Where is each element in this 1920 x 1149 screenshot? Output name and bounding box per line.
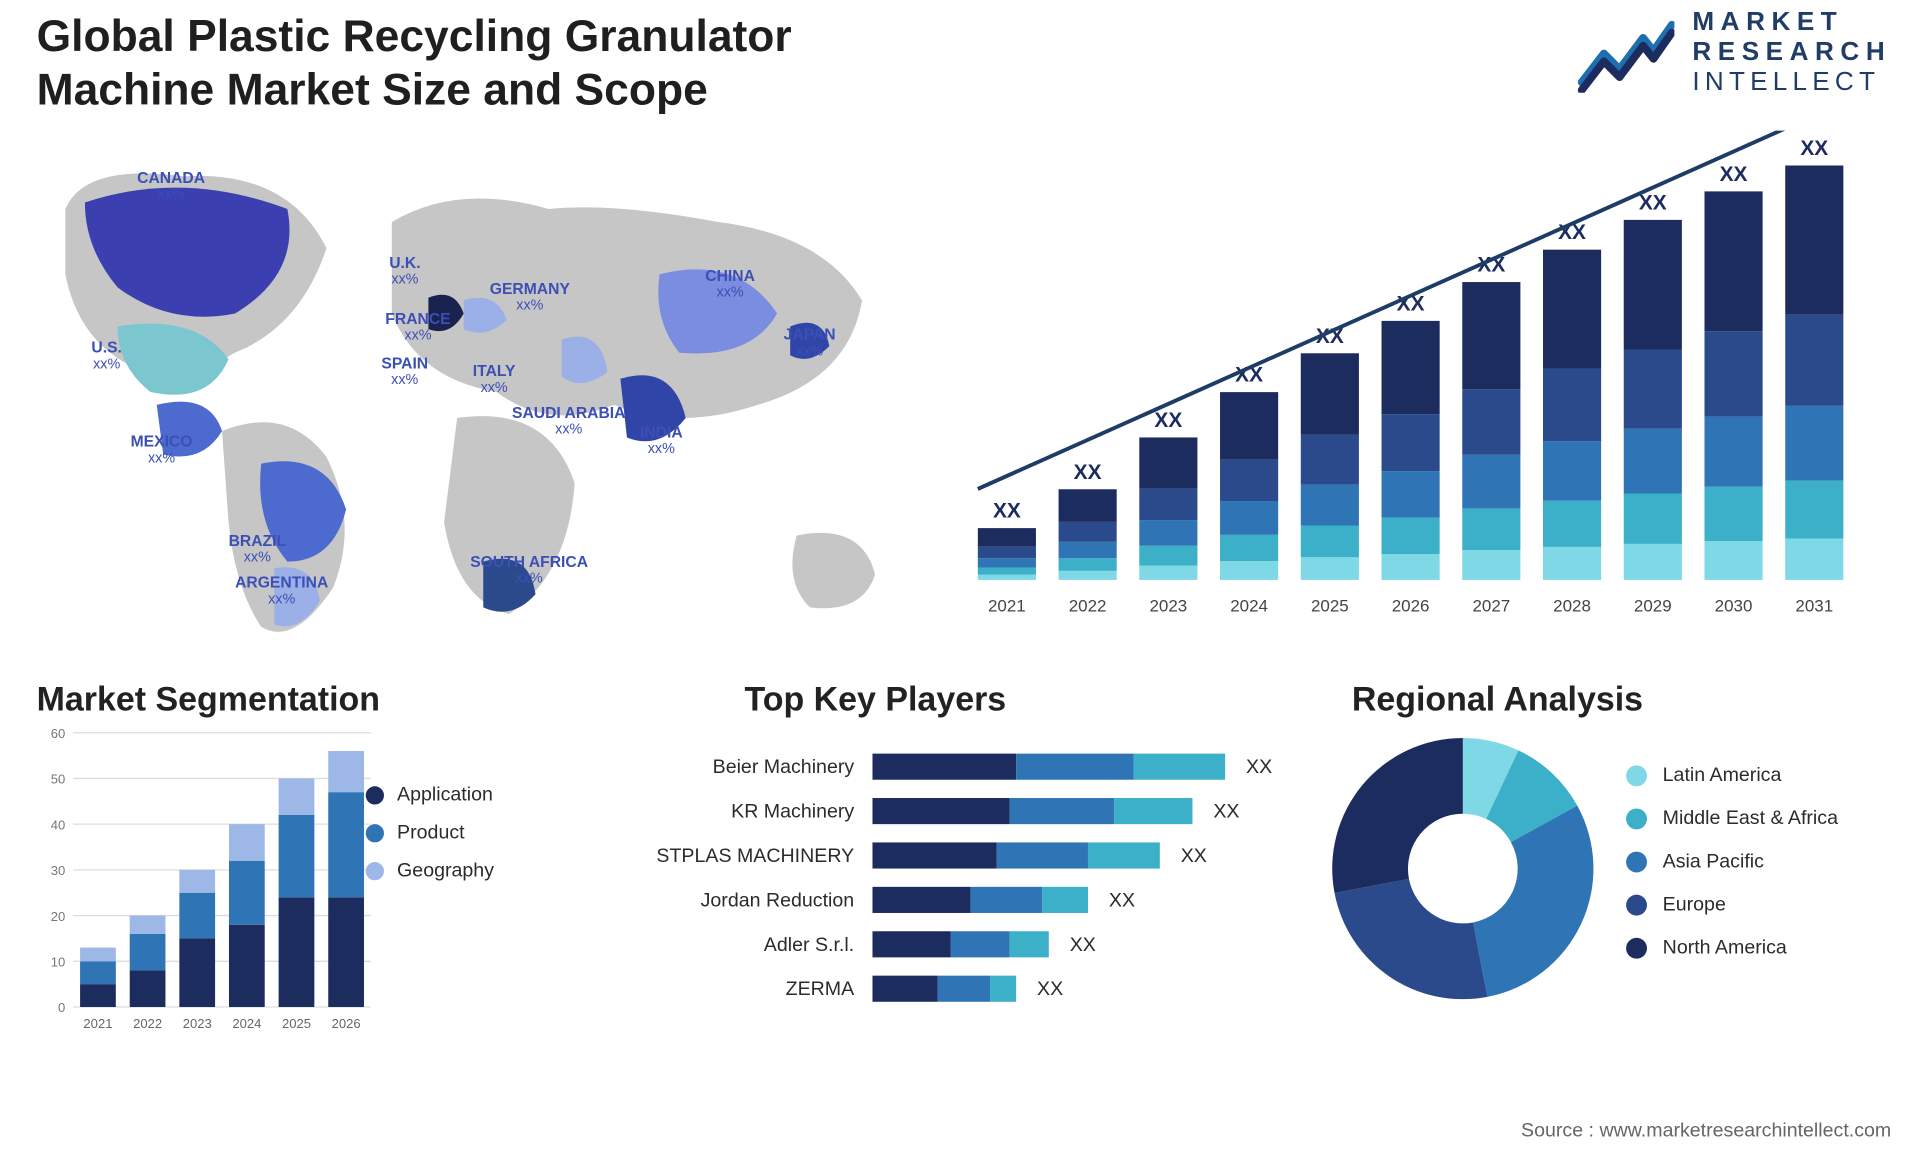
svg-text:0: 0 bbox=[58, 1000, 65, 1015]
svg-text:2024: 2024 bbox=[1230, 596, 1268, 615]
svg-text:30: 30 bbox=[51, 863, 66, 878]
svg-text:20: 20 bbox=[51, 909, 66, 924]
svg-text:50: 50 bbox=[51, 772, 66, 787]
segmentation-legend-item: Application bbox=[366, 784, 494, 806]
keyplayer-name: Beier Machinery bbox=[653, 756, 862, 778]
keyplayer-row: KR Machinery XX bbox=[653, 789, 1280, 833]
segmentation-legend-item: Geography bbox=[366, 859, 494, 881]
keyplayers-chart: Beier MachineryXXKR MachineryXXSTPLAS MA… bbox=[653, 744, 1280, 1010]
regional-legend-item: Middle East & Africa bbox=[1626, 807, 1838, 829]
regional-legend-item: Latin America bbox=[1626, 764, 1838, 786]
svg-text:2027: 2027 bbox=[1472, 596, 1510, 615]
map-label: ITALYxx% bbox=[473, 363, 516, 396]
svg-text:2023: 2023 bbox=[1149, 596, 1187, 615]
logo-mark-icon bbox=[1577, 14, 1674, 92]
svg-text:XX: XX bbox=[1074, 461, 1102, 484]
svg-text:2022: 2022 bbox=[1069, 596, 1107, 615]
map-label: ARGENTINAxx% bbox=[235, 575, 328, 608]
keyplayer-row: Adler S.r.l. XX bbox=[653, 922, 1280, 966]
svg-text:2025: 2025 bbox=[282, 1016, 311, 1031]
growth-chart: XX2021XX2022XX2023XX2024XX2025XX2026XX20… bbox=[953, 131, 1867, 627]
svg-text:XX: XX bbox=[1720, 163, 1748, 186]
svg-text:40: 40 bbox=[51, 817, 66, 832]
keyplayers-title: Top Key Players bbox=[744, 679, 1006, 719]
map-label: MEXICOxx% bbox=[131, 434, 193, 467]
logo-line1: MARKET bbox=[1692, 8, 1891, 38]
svg-text:XX: XX bbox=[1639, 191, 1667, 214]
map-label: BRAZILxx% bbox=[229, 533, 286, 566]
keyplayer-name: Adler S.r.l. bbox=[653, 933, 862, 955]
svg-text:XX: XX bbox=[1154, 409, 1182, 432]
keyplayer-name: STPLAS MACHINERY bbox=[653, 844, 862, 866]
keyplayer-value: XX bbox=[1070, 933, 1096, 955]
map-label: GERMANYxx% bbox=[490, 281, 570, 314]
map-label: CHINAxx% bbox=[705, 268, 755, 301]
keyplayer-value: XX bbox=[1037, 978, 1063, 1000]
svg-text:2024: 2024 bbox=[232, 1016, 261, 1031]
world-map: CANADAxx% U.S.xx% MEXICOxx% BRAZILxx% ARGENT… bbox=[26, 131, 901, 653]
keyplayer-value: XX bbox=[1181, 844, 1207, 866]
segmentation-legend: Application Product Geography bbox=[366, 784, 494, 898]
svg-text:XX: XX bbox=[993, 500, 1021, 523]
keyplayer-row: ZERMA XX bbox=[653, 967, 1280, 1011]
regional-legend-item: North America bbox=[1626, 936, 1838, 958]
svg-text:2026: 2026 bbox=[1392, 596, 1430, 615]
title-text: Global Plastic Recycling Granulator Mach… bbox=[37, 10, 977, 117]
brand-logo: MARKET RESEARCH INTELLECT bbox=[1577, 8, 1891, 98]
keyplayer-value: XX bbox=[1109, 889, 1135, 911]
map-label: JAPANxx% bbox=[784, 327, 836, 360]
segmentation-title: Market Segmentation bbox=[37, 679, 380, 719]
svg-text:2023: 2023 bbox=[183, 1016, 212, 1031]
svg-text:2028: 2028 bbox=[1553, 596, 1591, 615]
map-label: INDIAxx% bbox=[640, 424, 683, 457]
svg-text:2021: 2021 bbox=[988, 596, 1026, 615]
keyplayer-row: STPLAS MACHINERY XX bbox=[653, 833, 1280, 877]
map-label: U.K.xx% bbox=[389, 255, 420, 288]
page-title: Global Plastic Recycling Granulator Mach… bbox=[37, 10, 977, 117]
segmentation-legend-item: Product bbox=[366, 822, 494, 844]
keyplayer-value: XX bbox=[1213, 800, 1239, 822]
svg-text:2022: 2022 bbox=[133, 1016, 162, 1031]
regional-title: Regional Analysis bbox=[1352, 679, 1643, 719]
map-label: SOUTH AFRICAxx% bbox=[470, 554, 588, 587]
logo-line3: INTELLECT bbox=[1692, 68, 1891, 98]
svg-text:2031: 2031 bbox=[1795, 596, 1833, 615]
map-label: SAUDI ARABIAxx% bbox=[512, 405, 625, 438]
source-text: Source : www.marketresearchintellect.com bbox=[1521, 1119, 1891, 1141]
map-label: SPAINxx% bbox=[381, 355, 428, 388]
map-label: CANADAxx% bbox=[137, 170, 205, 203]
map-label: FRANCExx% bbox=[385, 311, 450, 344]
svg-text:2030: 2030 bbox=[1715, 596, 1753, 615]
keyplayer-value: XX bbox=[1246, 756, 1272, 778]
svg-text:XX: XX bbox=[1800, 137, 1828, 160]
keyplayer-name: Jordan Reduction bbox=[653, 889, 862, 911]
svg-text:2029: 2029 bbox=[1634, 596, 1672, 615]
keyplayer-name: KR Machinery bbox=[653, 800, 862, 822]
svg-text:2025: 2025 bbox=[1311, 596, 1349, 615]
svg-text:60: 60 bbox=[51, 726, 66, 741]
regional-legend: Latin America Middle East & Africa Asia Pa… bbox=[1626, 764, 1838, 980]
keyplayer-row: Beier Machinery XX bbox=[653, 744, 1280, 788]
regional-legend-item: Europe bbox=[1626, 893, 1838, 915]
svg-text:10: 10 bbox=[51, 955, 66, 970]
svg-text:2021: 2021 bbox=[83, 1016, 112, 1031]
svg-text:2026: 2026 bbox=[332, 1016, 361, 1031]
keyplayer-name: ZERMA bbox=[653, 978, 862, 1000]
regional-legend-item: Asia Pacific bbox=[1626, 850, 1838, 872]
world-map-svg bbox=[26, 131, 901, 653]
keyplayer-row: Jordan Reduction XX bbox=[653, 878, 1280, 922]
map-label: U.S.xx% bbox=[91, 340, 121, 373]
logo-line2: RESEARCH bbox=[1692, 38, 1891, 68]
segmentation-chart: 0 10 20 30 40 50 60 2021 2022 2023 2024 2025 2026 bbox=[37, 725, 586, 1065]
